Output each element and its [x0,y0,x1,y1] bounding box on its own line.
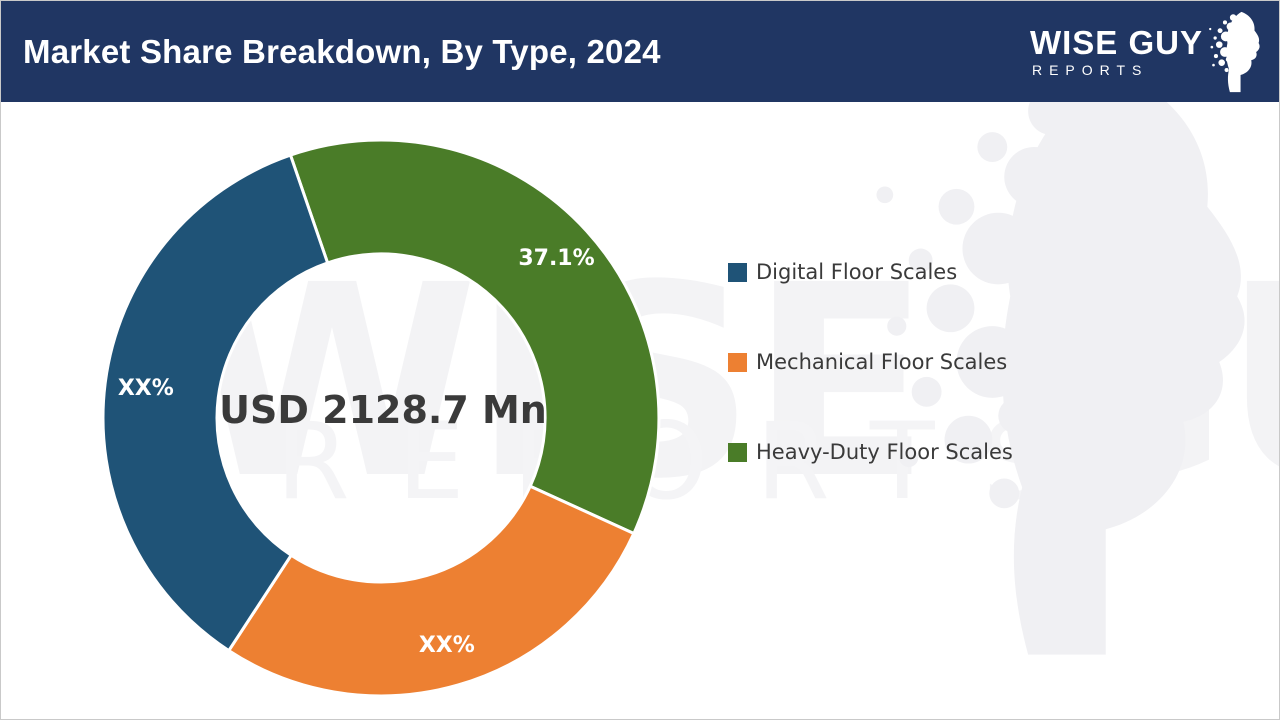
legend-item-mechanical-floor-scales: Mechanical Floor Scales [728,347,1013,377]
slice-label-heavy-duty-floor-scales: 37.1% [518,246,594,271]
legend-label: Digital Floor Scales [756,260,958,284]
legend-swatch [728,352,747,372]
logo-subtitle: REPORTS [1031,61,1149,78]
donut-slice-mechanical-floor-scales [226,484,636,698]
legend-label: Mechanical Floor Scales [756,350,1008,374]
donut-slice-digital-floor-scales [101,153,330,653]
chart-center-value: USD 2128.7 Mn [219,388,547,432]
legend-label: Heavy-Duty Floor Scales [756,440,1013,464]
page-title: Market Share Breakdown, By Type, 2024 [23,32,661,70]
logo-wordmark: WISE GUY [1029,23,1203,61]
chart-legend: Digital Floor Scales Mechanical Floor Sca… [728,257,1013,527]
donut-chart: 37.1% XX% XX% USD 2128.7 Mn [101,138,661,698]
legend-swatch [728,442,747,462]
legend-item-heavy-duty-floor-scales: Heavy-Duty Floor Scales [728,437,1013,467]
header: Market Share Breakdown, By Type, 2024 WI… [1,1,1279,102]
legend-swatch [728,262,747,282]
watermark-subtitle: REPORTS [276,400,1098,523]
legend-item-digital-floor-scales: Digital Floor Scales [728,257,1013,287]
wiseguy-logo: WISE GUY REPORTS [1030,11,1263,93]
donut-slices: 37.1% XX% XX% [101,138,661,698]
donut-slice-heavy-duty-floor-scales [288,138,661,536]
slice-label-digital-floor-scales: XX% [118,376,174,401]
wiseguy-face-icon [1209,11,1260,92]
logo-text: WISE GUY REPORTS [1030,26,1203,78]
slice-label-mechanical-floor-scales: XX% [419,633,475,658]
